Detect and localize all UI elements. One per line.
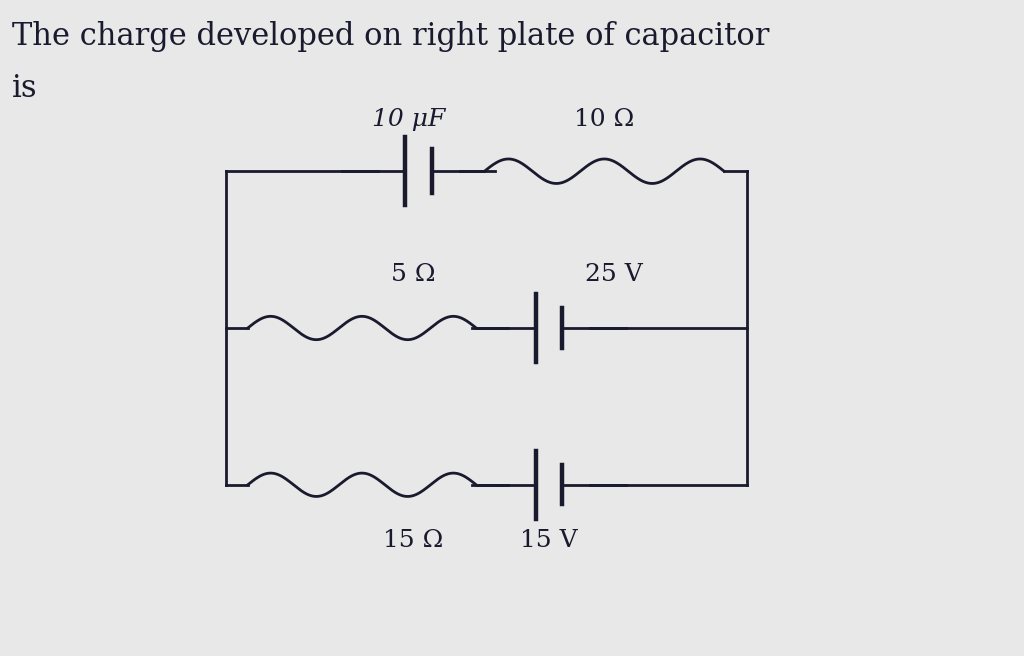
Text: is: is — [11, 73, 37, 104]
Text: 25 V: 25 V — [585, 262, 642, 285]
Text: 10 μF: 10 μF — [372, 108, 445, 131]
Text: The charge developed on right plate of capacitor: The charge developed on right plate of c… — [11, 21, 769, 52]
Text: 10 Ω: 10 Ω — [574, 108, 635, 131]
Text: 5 Ω: 5 Ω — [391, 262, 435, 285]
Text: 15 Ω: 15 Ω — [383, 529, 443, 552]
Text: 15 V: 15 V — [520, 529, 578, 552]
